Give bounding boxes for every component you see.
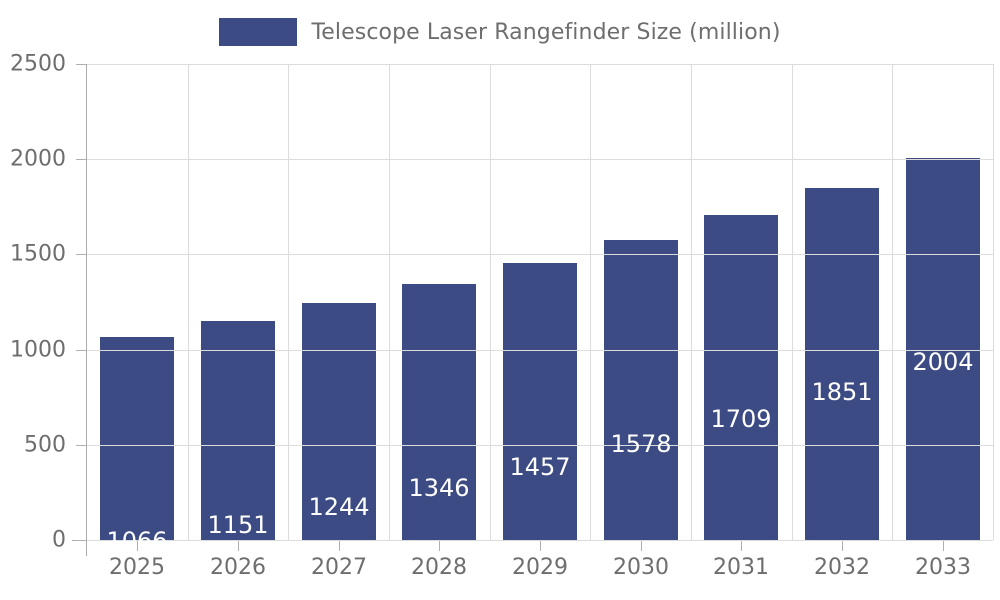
y-tick-mark <box>76 254 86 255</box>
bar-2030[interactable] <box>604 240 678 540</box>
bar-2027[interactable] <box>302 303 376 540</box>
legend-swatch-telescope-laser-rangefinder <box>219 18 298 46</box>
y-tick-label-2500: 2500 <box>10 51 66 77</box>
y-tick-mark <box>76 159 86 160</box>
x-tick-label-2033: 2033 <box>915 555 971 580</box>
y-tick-mark <box>76 350 86 351</box>
bar-2028[interactable] <box>402 284 476 540</box>
bar-2031[interactable] <box>704 215 778 540</box>
bar-2026[interactable] <box>201 321 275 540</box>
gridline-horizontal <box>87 540 993 541</box>
x-tick-label-2027: 2027 <box>311 555 367 580</box>
x-tick-label-2032: 2032 <box>814 555 870 580</box>
bar-value-label-2033: 2004 <box>912 348 974 376</box>
gridline-vertical <box>892 64 893 540</box>
x-tick-mark <box>943 541 944 551</box>
plot-area: 1066 1151 1244 1346 1457 1578 1709 1851 2004 <box>87 64 994 555</box>
x-tick-mark <box>842 541 843 551</box>
x-tick-mark <box>238 541 239 551</box>
legend-label-telescope-laser-rangefinder: Telescope Laser Rangefinder Size (millio… <box>311 19 781 45</box>
bar-value-label-2026: 1151 <box>207 511 269 539</box>
gridline-vertical <box>590 64 591 540</box>
x-tick-label-2025: 2025 <box>109 555 165 580</box>
gridline-vertical <box>792 64 793 540</box>
gridline-vertical <box>993 64 994 540</box>
y-axis-line <box>86 64 87 556</box>
x-tick-mark <box>641 541 642 551</box>
x-tick-label-2030: 2030 <box>613 555 669 580</box>
bar-2025[interactable] <box>100 337 174 540</box>
bar-2033[interactable] <box>906 158 980 540</box>
gridline-horizontal <box>87 350 993 351</box>
gridline-horizontal <box>87 254 993 255</box>
y-tick-mark <box>76 445 86 446</box>
bar-value-label-2027: 1244 <box>308 493 370 521</box>
gridline-horizontal <box>87 445 993 446</box>
bar-value-label-2030: 1578 <box>610 430 672 458</box>
x-tick-mark <box>339 541 340 551</box>
bar-2032[interactable] <box>805 188 879 540</box>
y-tick-label-0: 0 <box>52 527 66 553</box>
x-tick-label-2028: 2028 <box>411 555 467 580</box>
x-tick-mark <box>540 541 541 551</box>
y-tick-mark <box>76 540 86 541</box>
gridline-vertical <box>288 64 289 540</box>
x-tick-label-2026: 2026 <box>210 555 266 580</box>
y-tick-label-2000: 2000 <box>10 146 66 172</box>
gridline-vertical <box>389 64 390 540</box>
bar-value-label-2031: 1709 <box>710 405 772 433</box>
gridline-horizontal <box>87 159 993 160</box>
x-tick-label-2031: 2031 <box>713 555 769 580</box>
x-tick-mark <box>439 541 440 551</box>
x-tick-mark <box>137 541 138 551</box>
bar-2029[interactable] <box>503 263 577 540</box>
bar-value-label-2028: 1346 <box>408 474 470 502</box>
bar-value-label-2032: 1851 <box>811 378 873 406</box>
y-tick-mark <box>76 64 86 65</box>
y-tick-label-1000: 1000 <box>10 337 66 363</box>
gridline-vertical <box>490 64 491 540</box>
chart-legend: Telescope Laser Rangefinder Size (millio… <box>0 12 1000 52</box>
x-tick-label-2029: 2029 <box>512 555 568 580</box>
y-tick-label-500: 500 <box>24 432 66 458</box>
x-tick-mark <box>741 541 742 551</box>
bar-value-label-2025: 1066 <box>106 527 168 555</box>
gridline-horizontal <box>87 64 993 65</box>
gridline-vertical <box>691 64 692 540</box>
gridline-vertical <box>188 64 189 540</box>
y-tick-label-1500: 1500 <box>10 241 66 267</box>
bar-value-label-2029: 1457 <box>509 453 571 481</box>
